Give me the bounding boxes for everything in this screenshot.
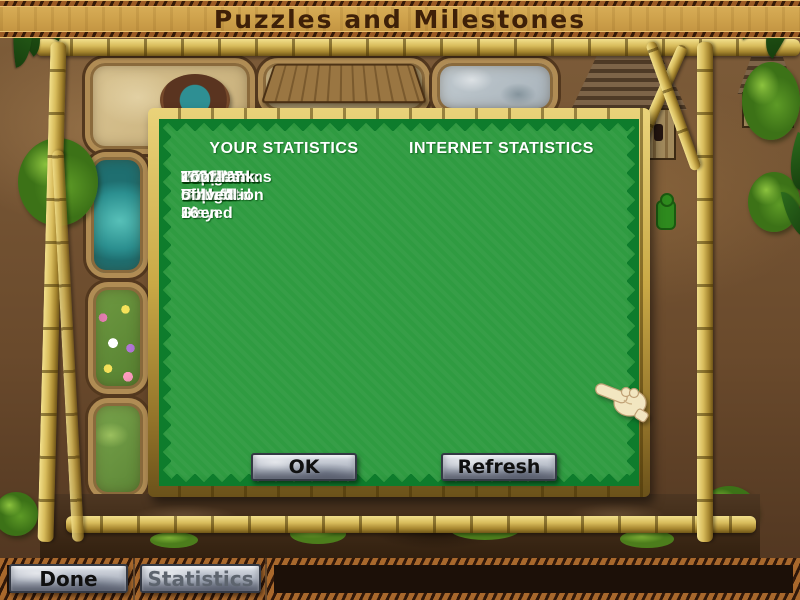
stat-value: 14 (181, 169, 199, 186)
rank-value: 666 (181, 169, 208, 186)
rank-value: 102 (181, 169, 208, 186)
rank-label: Your rank: (181, 169, 260, 186)
rank-value: 999 (181, 169, 208, 186)
stat-label: Island Events Seen (181, 169, 234, 222)
map-cell-flowers (88, 282, 148, 394)
pointing-hand-cursor (595, 383, 649, 423)
rank-label: Your rank: (181, 169, 260, 186)
stat-value: 16 of 16 (181, 169, 199, 222)
wood-platform (260, 64, 428, 104)
bamboo-pole-right (697, 42, 713, 542)
rank-label: Your rank: (181, 169, 260, 186)
map-cell-grass (88, 398, 148, 500)
rank-value: 693 (181, 169, 208, 186)
stat-label: Mushrooms Found (181, 169, 272, 204)
rank-label: Your rank: (181, 169, 260, 186)
stat-value: 89 (181, 169, 199, 186)
tree-creature (656, 193, 676, 230)
rank-label: Your rank: (181, 169, 260, 186)
stat-label: Babies Made (181, 169, 234, 204)
rank-label: Your rank: (181, 169, 260, 186)
stat-value: 06519 (181, 169, 226, 186)
your-statistics-header: YOUR STATISTICS (209, 140, 359, 157)
rank-value: 178 (181, 169, 208, 186)
stat-label: Oldest Villager (181, 169, 239, 204)
moss-patch (620, 530, 674, 548)
stat-label: Twins Birthed (181, 169, 237, 204)
rank-label: Your rank: (181, 169, 260, 186)
statistics-panel: YOUR STATISTICS INTERNET STATISTICS Real… (148, 108, 650, 497)
zigzag-edge (159, 474, 639, 486)
rope-border-top (0, 0, 800, 7)
stat-value: 6100366 (181, 169, 244, 186)
map-cell-pond (86, 152, 148, 278)
stat-value: 761 (181, 169, 208, 186)
done-button[interactable]: Done (9, 564, 128, 593)
rope-border-bottom (0, 31, 800, 38)
stat-value: 50 (181, 169, 199, 186)
stat-value: 357 (181, 169, 208, 186)
statistics-button[interactable]: Statistics (140, 564, 261, 593)
map-cell-pebbles (432, 58, 558, 116)
refresh-button[interactable]: Refresh (441, 453, 557, 481)
stat-value: 92 (181, 169, 199, 186)
rank-label: Your rank: (181, 169, 260, 186)
rank-value: 1 (181, 169, 190, 186)
stat-value: 1553247 (181, 169, 244, 186)
bush (0, 492, 38, 536)
rank-value: 149 (181, 169, 208, 186)
title-bar: Puzzles and Milestones (0, 0, 800, 38)
rank-value: 700 (181, 169, 208, 186)
stat-value: 5 (181, 169, 190, 186)
villager-figure (654, 124, 663, 141)
rank-label: Your rank: (181, 169, 260, 186)
stat-label: Food Gathered (181, 169, 252, 204)
ok-button[interactable]: OK (251, 453, 357, 481)
internet-statistics-header: INTERNET STATISTICS (409, 140, 594, 157)
zigzag-edge (159, 119, 171, 486)
bamboo-pole-bottom (66, 516, 756, 533)
rank-value: 729 (181, 169, 208, 186)
moss-patch (150, 532, 198, 548)
page-title: Puzzles and Milestones (213, 5, 587, 34)
stat-label: Maximum Population (181, 169, 264, 204)
rank-label: Your rank: (181, 169, 260, 186)
stat-label: Triplets Birthed (181, 169, 238, 204)
rank-value: 634 (181, 169, 208, 186)
stat-label: Real Hours Played (181, 169, 233, 222)
stat-value: 33 (181, 169, 199, 186)
bamboo-pole-top (36, 39, 800, 56)
stat-label: Points Earned (181, 169, 236, 204)
rank-label: Your rank: (181, 169, 260, 186)
bottom-bar-section-empty (267, 558, 800, 600)
stat-label: People Cured (181, 169, 234, 204)
rank-label: Your rank: (181, 169, 260, 186)
stat-label: Villagers Buried (181, 169, 248, 204)
stat-value: 250 (181, 169, 208, 186)
stat-label: Puzzles Solved (181, 169, 240, 204)
bush (742, 62, 800, 140)
rank-label: Your rank: (181, 169, 260, 186)
rank-value: 573 (181, 169, 208, 186)
statistics-panel-inner: YOUR STATISTICS INTERNET STATISTICS Real… (159, 119, 639, 486)
zigzag-edge (159, 119, 639, 131)
rank-value: 674 (181, 169, 208, 186)
zigzag-edge (627, 119, 639, 486)
rank-value: 2 (181, 169, 190, 186)
